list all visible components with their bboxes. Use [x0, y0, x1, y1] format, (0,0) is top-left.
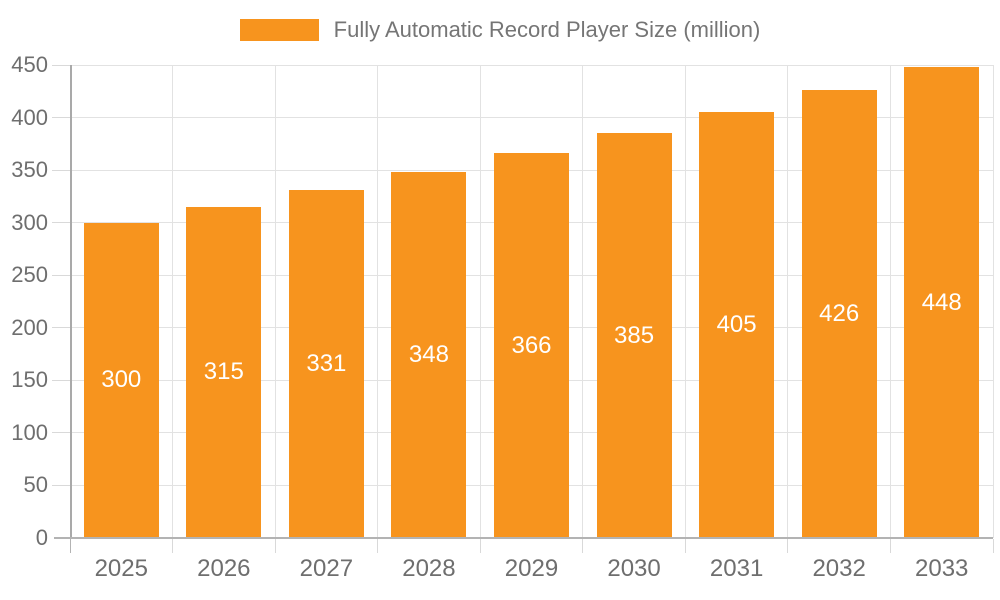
x-axis-tick — [70, 539, 71, 553]
bar-2030: 385 — [596, 133, 672, 538]
bar-value-label: 300 — [101, 366, 142, 394]
y-axis-tick-label: 350 — [11, 157, 48, 183]
x-gridline — [992, 65, 994, 538]
x-gridline — [889, 65, 891, 538]
legend-swatch-icon — [239, 19, 319, 41]
bar-2031: 405 — [699, 112, 775, 538]
x-axis-tick — [377, 539, 379, 553]
bar-value-label: 366 — [511, 331, 552, 359]
bar-value-label: 405 — [716, 311, 757, 339]
y-axis-tick-label: 100 — [11, 419, 48, 445]
bar-value-label: 315 — [203, 358, 244, 386]
y-axis-tick — [52, 379, 70, 381]
plot-area: 300 315 331 348 366 385 405 426 448 0 50 100 150 200… — [11, 54, 994, 582]
bar-2026: 315 — [186, 206, 262, 538]
bar-2025: 300 — [83, 222, 159, 538]
y-axis-line — [70, 65, 72, 538]
legend[interactable]: Fully Automatic Record Player Size (mill… — [0, 17, 1000, 43]
y-axis-tick — [52, 222, 70, 224]
bar-value-label: 348 — [408, 341, 449, 369]
y-axis-tick-label: 50 — [23, 472, 48, 498]
x-axis-tick-label: 2031 — [709, 555, 764, 582]
y-gridline — [70, 64, 993, 66]
x-axis-tick — [684, 539, 686, 553]
x-axis-tick — [787, 539, 789, 553]
y-axis-tick — [52, 64, 70, 66]
y-axis-tick-label: 150 — [11, 367, 48, 393]
x-gridline — [274, 65, 276, 538]
bar-value-label: 426 — [819, 300, 860, 328]
bar-2028: 348 — [391, 172, 467, 538]
bar-value-label: 331 — [306, 350, 347, 378]
bar-value-label: 385 — [614, 321, 655, 349]
legend-label: Fully Automatic Record Player Size (mill… — [333, 17, 761, 42]
y-axis-tick — [52, 169, 70, 171]
x-axis-tick-label: 2027 — [299, 555, 354, 582]
x-axis-tick — [992, 539, 994, 553]
bar-2029: 366 — [494, 153, 569, 538]
x-axis-tick-label: 2032 — [812, 555, 866, 582]
x-axis-tick — [889, 539, 891, 553]
x-gridline — [172, 65, 174, 538]
x-gridline — [582, 65, 584, 538]
x-axis-tick — [479, 539, 481, 553]
bar-2033: 448 — [904, 67, 980, 538]
y-axis-tick-label: 250 — [11, 262, 48, 288]
y-axis-tick-label: 200 — [11, 314, 48, 340]
bar-value-label: 448 — [921, 288, 962, 316]
y-axis-tick — [52, 274, 70, 276]
y-gridline — [70, 117, 993, 119]
y-axis-tick-label: 300 — [11, 209, 48, 235]
x-axis-tick — [582, 539, 584, 553]
x-axis-tick-label: 2025 — [94, 555, 148, 582]
x-axis-tick-label: 2030 — [607, 555, 661, 582]
bar-2032: 426 — [801, 90, 877, 538]
x-axis-tick — [172, 539, 174, 553]
x-axis-tick — [274, 539, 276, 553]
x-gridline — [479, 65, 481, 538]
x-gridline — [787, 65, 789, 538]
y-axis-tick — [52, 117, 70, 119]
y-axis-tick-label: 0 — [35, 525, 48, 550]
y-axis-tick — [52, 327, 70, 329]
x-gridline — [684, 65, 686, 538]
x-axis-tick-label: 2028 — [402, 555, 456, 582]
y-axis-tick-label: 400 — [11, 104, 48, 130]
x-axis-line — [54, 537, 993, 539]
y-axis-tick — [52, 484, 70, 486]
bar-2027: 331 — [288, 190, 364, 538]
x-axis-tick-label: 2026 — [197, 555, 251, 582]
y-axis-tick — [52, 432, 70, 434]
x-axis-tick-label: 2033 — [915, 555, 969, 582]
x-gridline — [377, 65, 379, 538]
x-axis-tick-label: 2029 — [504, 555, 559, 582]
y-axis-tick-label: 450 — [11, 52, 48, 77]
